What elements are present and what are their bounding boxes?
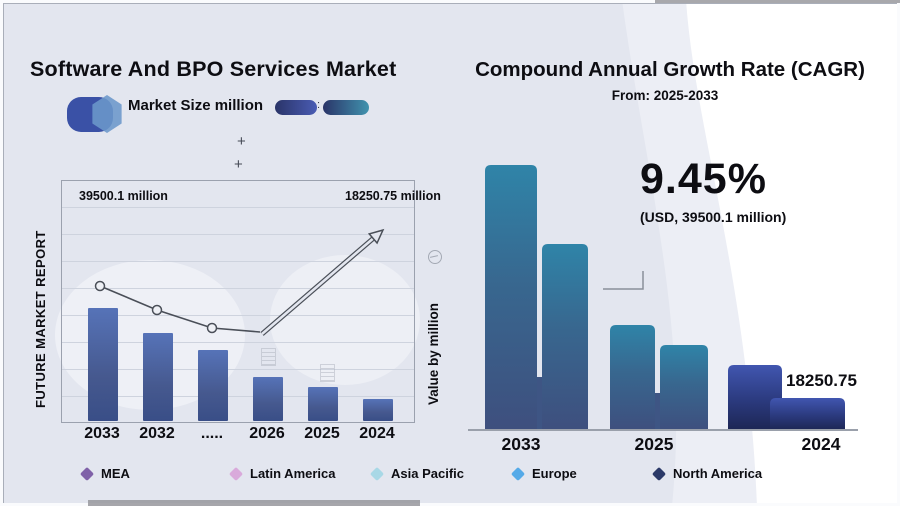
left-chart-start-value: 39500.1 million [79, 189, 168, 203]
latin-america-diamond-icon [228, 466, 244, 481]
legend-item-north-america: North America [651, 466, 763, 481]
right-chart-subtitle: From: 2025-2033 [611, 88, 719, 103]
left-chart-bars [62, 181, 414, 422]
left-x-label-2025: 2025 [304, 425, 340, 442]
clock-icon [428, 250, 442, 264]
market-size-label: Market Size million [128, 97, 264, 114]
europe-diamond-icon [510, 466, 526, 481]
ratio-pill-teal-icon [323, 100, 369, 115]
left-bar-2025 [308, 387, 338, 421]
right-bar-2033-b [542, 244, 588, 430]
left-bar-2032 [143, 333, 173, 421]
value-axis-label: Value by million [426, 302, 441, 406]
right-bar-2024-b [770, 398, 845, 430]
right-chart [468, 165, 858, 431]
right-bar-2024-a [728, 365, 782, 430]
right-x-label-2024: 2024 [801, 434, 841, 454]
right-bar-2025-a [610, 325, 655, 430]
growth-arrow-shaft [261, 237, 374, 335]
left-bar-2024 [363, 399, 393, 421]
document-icon [261, 348, 276, 366]
ratio-separator: : [317, 99, 321, 111]
trend-marker [94, 280, 106, 292]
right-bar-2025-b [660, 345, 708, 430]
legend-item-asia-pacific: Asia Pacific [369, 466, 464, 481]
right-bar-2033-a [485, 165, 537, 430]
left-x-label-2032: 2032 [139, 425, 175, 442]
trend-marker [151, 304, 163, 316]
trend-marker [206, 322, 218, 334]
cagr-note: (USD, 39500.1 million) [640, 209, 787, 225]
right-chart-annotation: 18250.75 [786, 371, 857, 390]
left-chart-overlay [94, 228, 385, 336]
legend-label: MEA [101, 466, 130, 481]
left-axis-watermark: FUTURE MARKET REPORT [33, 230, 48, 408]
left-x-label-2024: 2024 [359, 425, 395, 442]
plus-mark: + [237, 133, 246, 150]
legend-label: Latin America [250, 466, 336, 481]
step-bracket-line [603, 271, 644, 290]
legend-label: Europe [532, 466, 577, 481]
asia-pacific-diamond-icon [369, 466, 385, 481]
right-x-label-2025: 2025 [634, 434, 674, 454]
trend-line [99, 285, 261, 333]
legend-item-mea: MEA [79, 466, 130, 481]
ratio-pill-dark-icon [275, 100, 317, 115]
north-america-diamond-icon [651, 466, 667, 481]
legend-label: Asia Pacific [391, 466, 464, 481]
left-x-label-2033: 2033 [84, 425, 120, 442]
left-chart-panel [61, 180, 415, 423]
mea-diamond-icon [79, 466, 95, 481]
right-x-label-2033: 2033 [501, 434, 541, 454]
plus-mark: + [234, 156, 243, 173]
bottom-edge-strip [88, 500, 420, 506]
legend-item-latin-america: Latin America [228, 466, 336, 481]
left-x-label-dots: ..... [200, 425, 224, 442]
left-bar-2026 [253, 377, 283, 421]
legend-label: North America [673, 466, 763, 481]
document-icon [320, 364, 335, 382]
left-bar-..... [198, 350, 228, 421]
growth-arrow-head [367, 228, 385, 245]
left-chart-end-value: 18250.75 million [345, 189, 441, 203]
left-x-label-2026: 2026 [249, 425, 285, 442]
market-size-cylinder-icon-face [92, 95, 122, 133]
left-chart-title: Software And BPO Services Market [30, 57, 397, 81]
background-band-white [686, 0, 900, 506]
left-bar-2033 [88, 308, 118, 421]
legend-item-europe: Europe [510, 466, 577, 481]
right-chart-bars [485, 165, 845, 430]
cagr-value: 9.45% [640, 155, 767, 203]
right-chart-title: Compound Annual Growth Rate (CAGR) [475, 58, 865, 81]
top-edge-sliver [655, 0, 900, 3]
